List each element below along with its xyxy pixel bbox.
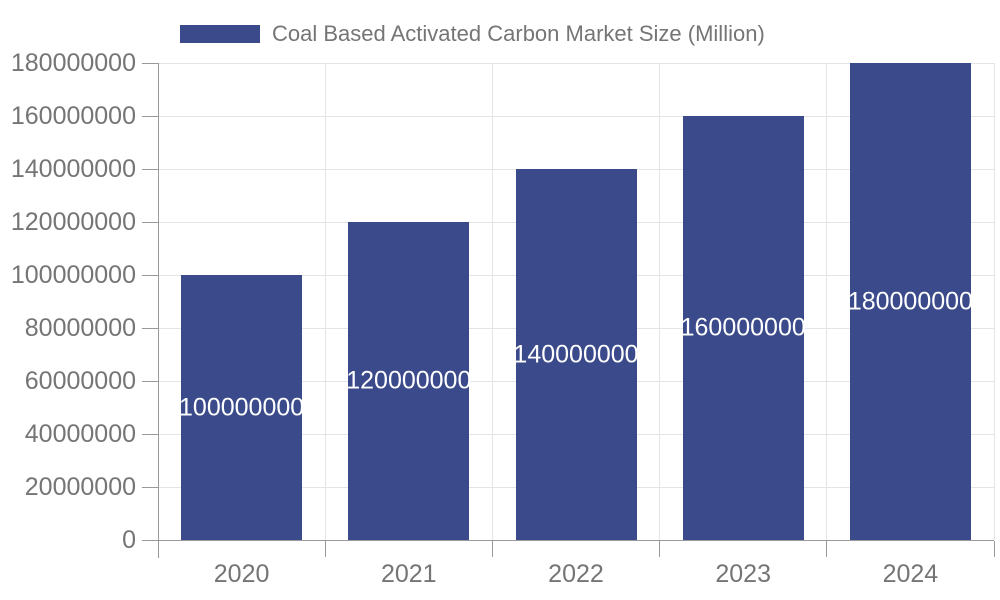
bar-2022[interactable] bbox=[515, 169, 637, 540]
x-axis-tick bbox=[659, 541, 661, 557]
y-tick-label: 80000000 bbox=[24, 314, 136, 342]
gridline-vertical bbox=[491, 63, 493, 540]
y-tick-label: 100000000 bbox=[10, 261, 136, 289]
bar-2021[interactable] bbox=[348, 222, 470, 540]
y-axis-tick bbox=[142, 433, 158, 435]
x-tick-label: 2020 bbox=[213, 560, 270, 588]
legend-label: Coal Based Activated Carbon Market Size … bbox=[272, 21, 765, 46]
y-axis-tick bbox=[142, 168, 158, 170]
bar-value-label: 120000000 bbox=[346, 366, 472, 395]
gridline-vertical bbox=[324, 63, 326, 540]
y-axis-line bbox=[158, 63, 159, 558]
y-tick-label: 120000000 bbox=[10, 208, 136, 236]
y-tick-label: 160000000 bbox=[10, 102, 136, 130]
legend-swatch bbox=[180, 25, 260, 43]
plot-area: 100000000 120000000 140000000 160000000 1800… bbox=[11, 50, 995, 588]
x-axis-tick bbox=[491, 541, 493, 557]
y-tick-label: 20000000 bbox=[24, 473, 136, 501]
x-tick-label: 2024 bbox=[882, 560, 939, 588]
gridline-horizontal bbox=[158, 62, 994, 64]
gridline-vertical bbox=[993, 63, 995, 540]
gridline-vertical bbox=[826, 63, 828, 540]
y-axis-tick bbox=[142, 62, 158, 64]
y-tick-label: 140000000 bbox=[10, 155, 136, 183]
x-axis-tick bbox=[826, 541, 828, 557]
bar-value-label: 180000000 bbox=[847, 287, 973, 315]
y-tick-label: 180000000 bbox=[10, 49, 136, 77]
y-axis-tick bbox=[142, 221, 158, 223]
y-axis-tick bbox=[142, 274, 158, 276]
y-axis-tick bbox=[142, 380, 158, 382]
x-axis-tick bbox=[993, 541, 995, 557]
x-tick-label: 2022 bbox=[548, 560, 604, 588]
y-axis-tick bbox=[142, 115, 158, 117]
y-tick-label: 0 bbox=[122, 526, 136, 554]
bar-2024[interactable] bbox=[849, 63, 971, 540]
y-axis-tick bbox=[142, 327, 158, 329]
legend-item[interactable]: Coal Based Activated Carbon Market Size … bbox=[180, 18, 765, 50]
x-tick-label: 2021 bbox=[380, 560, 437, 588]
gridline-horizontal bbox=[158, 115, 994, 117]
x-axis-tick bbox=[324, 541, 326, 557]
bar-value-label: 140000000 bbox=[513, 340, 639, 368]
y-tick-label: 60000000 bbox=[24, 367, 136, 395]
y-axis-tick bbox=[142, 486, 158, 488]
gridline-vertical bbox=[659, 63, 661, 540]
y-axis-tick bbox=[142, 539, 158, 541]
x-axis-line bbox=[158, 540, 994, 541]
bar-value-label: 100000000 bbox=[179, 393, 305, 421]
bar-2020[interactable] bbox=[181, 275, 303, 540]
x-axis-tick bbox=[157, 541, 159, 557]
bar-value-label: 160000000 bbox=[680, 313, 806, 342]
bar-2023[interactable] bbox=[682, 116, 804, 540]
x-tick-label: 2023 bbox=[715, 560, 771, 588]
y-tick-label: 40000000 bbox=[24, 420, 136, 448]
